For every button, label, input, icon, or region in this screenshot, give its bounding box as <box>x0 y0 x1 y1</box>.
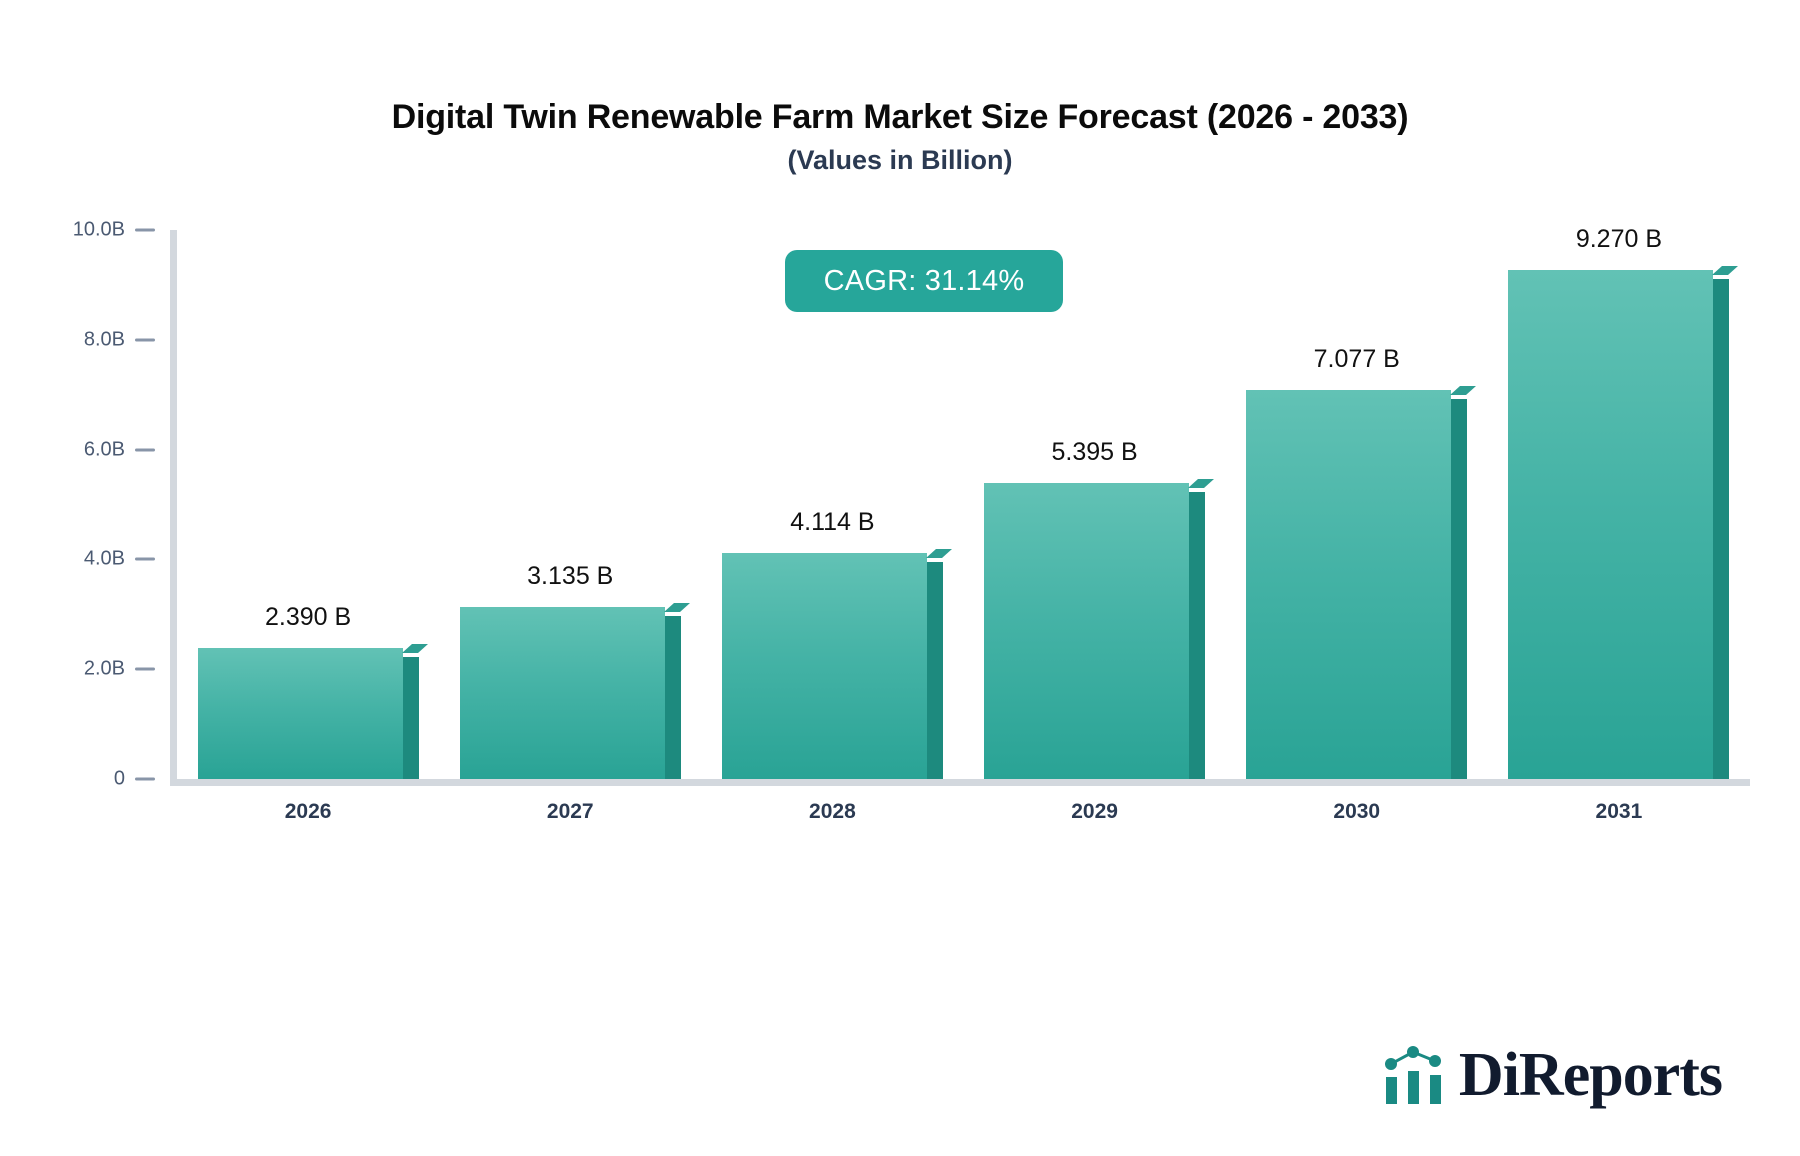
bar-top-face <box>401 643 428 653</box>
y-axis-tick-mark <box>135 667 155 671</box>
bar-front-face <box>459 606 665 779</box>
bar-value-label: 9.270 B <box>1575 225 1662 254</box>
chart-plot-area: 0 2.0B 4.0B 6.0B 8.0B 10.0B 2.390 B 3.135 B 4.1… <box>0 219 1800 890</box>
bar-top-face <box>1712 266 1739 276</box>
bar-front-face <box>721 553 927 779</box>
bar-2030: 7.077 B <box>1246 230 1477 779</box>
y-axis-tick-mark <box>135 557 155 561</box>
x-axis-line <box>170 779 1750 786</box>
x-axis-label-2030: 2030 <box>1333 800 1381 823</box>
y-axis-tick-label: 0 <box>113 767 125 790</box>
bar-series: 2.390 B 3.135 B 4.114 B 5.395 B 7.077 B 9.270… <box>177 225 1750 779</box>
direports-logo: DiReports <box>1383 1041 1723 1109</box>
y-axis-tick-label: 4.0B <box>83 547 125 570</box>
bar-top-face <box>663 602 690 612</box>
bar-side-face <box>1713 279 1730 779</box>
bar-side-face <box>1189 491 1206 779</box>
y-axis-tick-mark <box>135 448 155 452</box>
y-axis-tick-label: 10.0B <box>72 218 125 241</box>
y-axis-tick-label: 2.0B <box>83 657 125 680</box>
y-axis-line <box>170 230 177 785</box>
bar-2031: 9.270 B <box>1508 225 1739 779</box>
bar-front-face <box>197 647 403 779</box>
x-axis-label-2026: 2026 <box>284 800 332 823</box>
logo-text: DiReports <box>1458 1041 1723 1109</box>
bar-side-face <box>1451 399 1468 779</box>
bar-value-label: 4.114 B <box>790 508 875 537</box>
bar-value-label: 7.077 B <box>1313 345 1400 374</box>
bar-side-face <box>664 615 681 779</box>
y-axis-tick-mark <box>135 338 155 342</box>
bar-chart-logo-icon <box>1384 1046 1441 1104</box>
chart-subtitle: (Values in Billion) <box>787 145 1013 175</box>
bar-top-face <box>925 549 952 559</box>
x-axis-label-2031: 2031 <box>1595 800 1643 823</box>
cagr-badge: CAGR: 31.14% <box>785 250 1063 312</box>
y-axis-tick-label: 8.0B <box>83 328 125 351</box>
bar-front-face <box>1508 270 1714 779</box>
y-axis-tick-mark <box>135 777 155 781</box>
bar-value-label: 2.390 B <box>264 602 352 631</box>
y-axis-tick-label: 6.0B <box>83 438 125 461</box>
bar-top-face <box>1450 386 1477 396</box>
bar-top-face <box>1188 478 1215 488</box>
x-axis-label-2029: 2029 <box>1071 800 1118 823</box>
bar-front-face <box>984 482 1190 779</box>
bar-2029: 5.395 B <box>984 230 1215 779</box>
bar-2026: 2.390 B <box>197 230 428 779</box>
cagr-badge-label: CAGR: 31.14% <box>823 264 1025 297</box>
x-axis-label-2028: 2028 <box>809 800 856 823</box>
x-axis-label-2027: 2027 <box>546 800 594 823</box>
bar-side-face <box>926 562 943 779</box>
bar-2028: 4.114 B <box>721 230 952 779</box>
bar-value-label: 3.135 B <box>527 561 614 590</box>
bar-front-face <box>1246 390 1452 779</box>
bar-2027: 3.135 B <box>459 230 690 779</box>
y-axis-tick-mark <box>135 228 155 232</box>
bar-value-label: 5.395 B <box>1051 437 1138 466</box>
bar-side-face <box>402 656 419 779</box>
page-title: Digital Twin Renewable Farm Market Size … <box>391 98 1409 136</box>
